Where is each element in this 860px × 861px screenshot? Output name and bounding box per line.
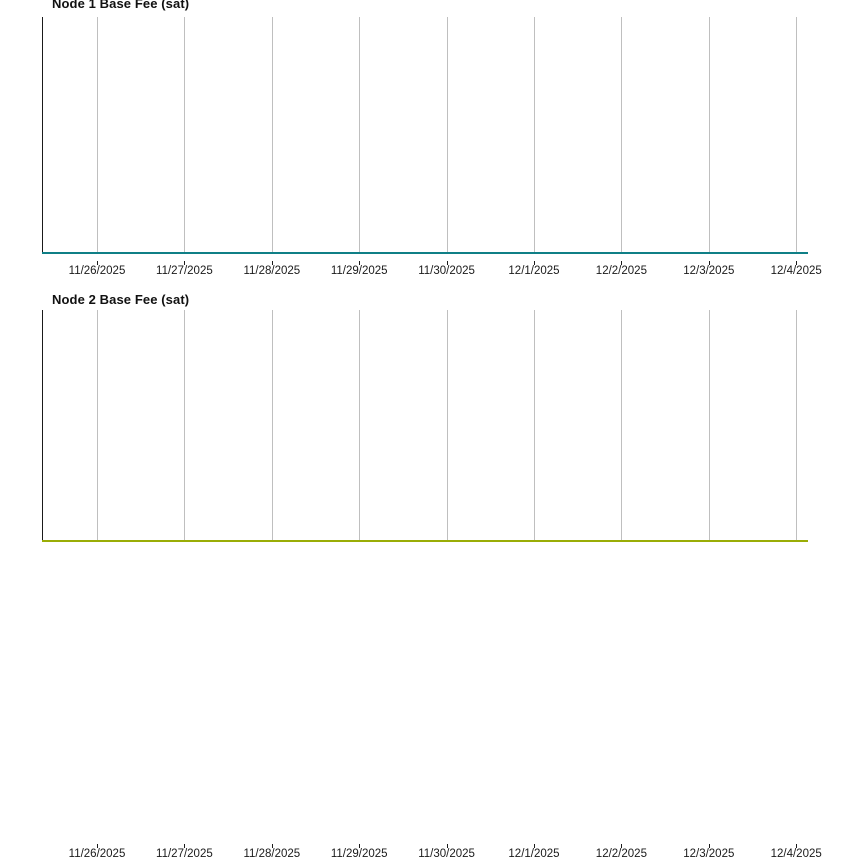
x-axis-tick-mark (97, 261, 98, 265)
gridline (446, 310, 448, 542)
gridline (97, 310, 98, 542)
x-axis-tick-label: 11/28/2025 (243, 265, 301, 277)
gridline (271, 17, 273, 254)
series-line-node-2 (42, 540, 808, 542)
chart-title-node-2: Node 2 Base Fee (sat) (52, 292, 190, 307)
x-axis-tick-label: 11/28/2025 (243, 848, 301, 860)
plot-area-node-2 (42, 310, 808, 542)
gridline (184, 310, 186, 542)
x-axis-tick-mark (446, 261, 448, 265)
gridline (534, 17, 535, 254)
chart-title-node-1: Node 1 Base Fee (sat) (52, 0, 190, 11)
x-axis-tick-mark (271, 261, 273, 265)
gridline (621, 310, 623, 542)
x-axis-tick-mark (359, 261, 361, 265)
plot-frame-node-2 (42, 310, 808, 542)
x-axis-tick-label: 12/4/2025 (770, 265, 822, 277)
x-axis-tick-label: 12/3/2025 (683, 265, 735, 277)
gridline (621, 17, 623, 254)
x-axis-tick-labels-node-2: 11/26/2025 11/27/2025 11/28/2025 11/29/2025… (42, 844, 822, 860)
gridline (534, 310, 535, 542)
gridline (796, 310, 798, 542)
x-axis-tick-label: 12/2/2025 (595, 265, 647, 277)
x-axis-tick-mark (796, 261, 798, 265)
x-axis-tick-label: 12/2/2025 (595, 848, 647, 860)
x-axis-tick-mark (534, 261, 535, 265)
chart-panel-node-2: Node 2 Base Fee (sat) 11/26/2025 11/27/20… (0, 288, 860, 860)
x-axis-tick-label: 12/3/2025 (683, 848, 735, 860)
gridline (359, 310, 361, 542)
x-axis-tick-label: 11/27/2025 (156, 265, 213, 277)
gridline (184, 17, 186, 254)
series-line-node-1 (42, 252, 808, 254)
plot-area-node-1 (42, 17, 808, 254)
x-axis-tick-mark (621, 261, 623, 265)
x-axis-tick-label: 12/1/2025 (508, 848, 560, 860)
x-axis-tick-label: 12/4/2025 (770, 848, 822, 860)
x-axis-tick-label: 11/29/2025 (330, 265, 388, 277)
x-axis-tick-label: 11/26/2025 (68, 265, 126, 277)
x-axis-tick-label: 11/29/2025 (330, 848, 388, 860)
x-axis-tick-label: 11/27/2025 (156, 848, 213, 860)
gridline (359, 17, 361, 254)
gridline (446, 17, 448, 254)
gridline (708, 17, 710, 254)
x-axis-tick-mark (708, 261, 710, 265)
chart-panel-node-1: Node 1 Base Fee (sat) 11/26/2025 11/27/20… (0, 0, 860, 292)
x-axis-tick-label: 11/30/2025 (418, 848, 475, 860)
gridline (271, 310, 273, 542)
gridline (708, 310, 710, 542)
x-axis-tick-labels-node-1: 11/26/2025 11/27/2025 11/28/2025 11/29/2025… (42, 261, 822, 277)
x-axis-tick-mark (184, 261, 186, 265)
x-axis-tick-label: 11/26/2025 (68, 848, 126, 860)
x-axis-tick-label: 12/1/2025 (508, 265, 560, 277)
plot-frame-node-1 (42, 17, 808, 254)
gridline (97, 17, 98, 254)
x-axis-tick-label: 11/30/2025 (418, 265, 475, 277)
gridline (796, 17, 798, 254)
